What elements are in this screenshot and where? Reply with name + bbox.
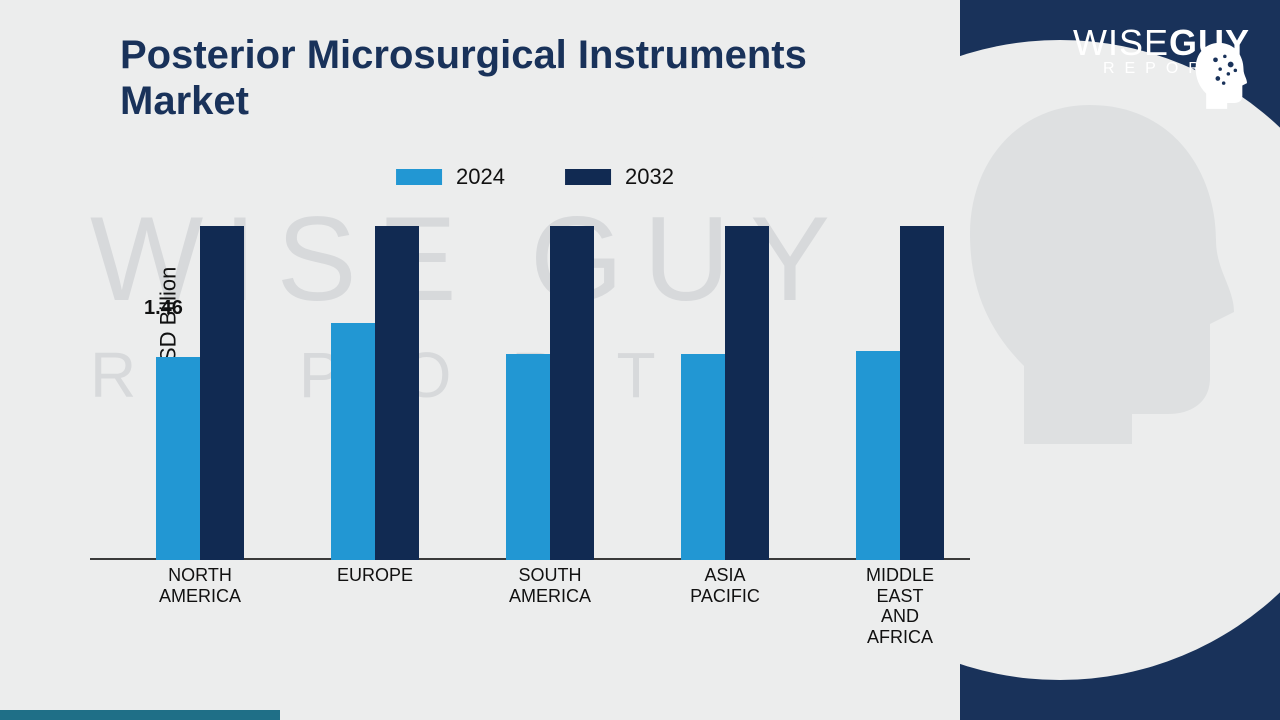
report-card: WISE GUY REPORTS Posterior Microsurgical…: [0, 0, 1280, 720]
bar-2024: [856, 351, 900, 560]
plot-area: 1.46: [100, 170, 970, 560]
bar-chart: 2024 2032 Market Size in USD Billion 1.4…: [100, 170, 970, 620]
footer-accent: [0, 710, 280, 720]
bar-2024: [156, 357, 200, 560]
x-tick-label: SOUTHAMERICA: [475, 565, 625, 606]
x-tick-label: EUROPE: [300, 565, 450, 586]
bar-2032: [375, 226, 419, 560]
bar-2024: [681, 354, 725, 560]
bar-2032: [725, 226, 769, 560]
bar-2032: [550, 226, 594, 560]
chart-title: Posterior Microsurgical Instruments Mark…: [120, 32, 840, 124]
logo-word-a: WISE: [1073, 22, 1169, 63]
logo-head-icon: [1188, 40, 1250, 110]
bar-2024: [506, 354, 550, 560]
brand-logo: WISEGUY REPORTS: [1073, 22, 1250, 78]
value-label: 1.46: [144, 297, 183, 320]
bar-2024: [331, 323, 375, 560]
bar-2032: [200, 226, 244, 560]
x-tick-label: MIDDLEEASTANDAFRICA: [825, 565, 975, 648]
watermark-head-icon: [940, 90, 1240, 450]
bar-2032: [900, 226, 944, 560]
x-tick-label: ASIAPACIFIC: [650, 565, 800, 606]
x-tick-label: NORTHAMERICA: [125, 565, 275, 606]
